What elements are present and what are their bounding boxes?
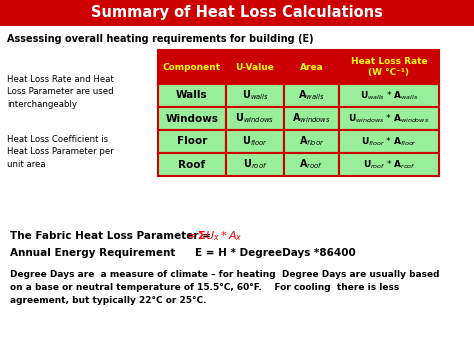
Bar [339, 84, 439, 107]
Text: $\mathbf{A}_{walls}$: $\mathbf{A}_{walls}$ [298, 89, 325, 102]
Text: Heat Loss Coefficient is
Heat Loss Parameter per
unit area: Heat Loss Coefficient is Heat Loss Param… [7, 135, 114, 169]
Bar [0, 0, 474, 26]
Bar [158, 130, 226, 153]
Bar [339, 130, 439, 153]
Bar [158, 50, 226, 84]
Text: Heat Loss Rate and Heat
Loss Parameter are used
interchangeably: Heat Loss Rate and Heat Loss Parameter a… [7, 75, 114, 109]
Text: Windows: Windows [165, 114, 219, 124]
Bar [158, 153, 226, 176]
Text: $\mathbf{U}_{windows}$: $\mathbf{U}_{windows}$ [236, 111, 274, 125]
Bar [339, 107, 439, 130]
Bar [284, 107, 339, 130]
Text: $\mathbf{U}_{floor}$: $\mathbf{U}_{floor}$ [242, 135, 268, 148]
Text: $\mathbf{U}_{roof}$: $\mathbf{U}_{roof}$ [243, 158, 267, 171]
Text: Floor: Floor [177, 137, 207, 147]
Bar [226, 50, 284, 84]
Text: $\mathbf{U}_{floor}$ * $\mathbf{A}_{floor}$: $\mathbf{U}_{floor}$ * $\mathbf{A}_{floo… [361, 135, 417, 148]
Bar [284, 153, 339, 176]
Bar [158, 107, 226, 130]
Text: $\mathbf{A}_{windows}$: $\mathbf{A}_{windows}$ [292, 111, 331, 125]
Text: Annual Energy Requirement: Annual Energy Requirement [10, 248, 175, 258]
Text: Heat Loss Rate
(W °C⁻¹): Heat Loss Rate (W °C⁻¹) [351, 57, 428, 77]
Text: $\mathbf{U}_{walls}$ * $\mathbf{A}_{walls}$: $\mathbf{U}_{walls}$ * $\mathbf{A}_{wall… [360, 89, 418, 102]
Text: $= \mathbf{\Sigma} U_x * A_x$: $= \mathbf{\Sigma} U_x * A_x$ [184, 229, 243, 243]
Text: Roof: Roof [178, 159, 206, 169]
Bar [284, 84, 339, 107]
Text: Summary of Heat Loss Calculations: Summary of Heat Loss Calculations [91, 5, 383, 21]
Text: $\mathbf{A}_{roof}$: $\mathbf{A}_{roof}$ [300, 158, 324, 171]
Text: $\mathbf{U}_{roof}$ * $\mathbf{A}_{roof}$: $\mathbf{U}_{roof}$ * $\mathbf{A}_{roof}… [363, 158, 415, 171]
Bar [158, 84, 226, 107]
Text: The Fabric Heat Loss Parameter =: The Fabric Heat Loss Parameter = [10, 231, 215, 241]
Bar [226, 84, 284, 107]
Text: $\mathbf{U}_{windows}$ * $\mathbf{A}_{windows}$: $\mathbf{U}_{windows}$ * $\mathbf{A}_{wi… [348, 112, 429, 125]
Text: Assessing overall heating requirements for building (E): Assessing overall heating requirements f… [7, 34, 314, 44]
Bar [339, 50, 439, 84]
Text: Walls: Walls [176, 91, 208, 100]
Bar [226, 153, 284, 176]
Bar [339, 153, 439, 176]
Text: Component: Component [163, 62, 221, 71]
Text: $\mathbf{U}_{walls}$: $\mathbf{U}_{walls}$ [242, 89, 268, 102]
Text: Degree Days are  a measure of climate – for heating  Degree Days are usually bas: Degree Days are a measure of climate – f… [10, 270, 439, 305]
Bar [284, 50, 339, 84]
Bar [226, 130, 284, 153]
Text: $\mathbf{A}_{floor}$: $\mathbf{A}_{floor}$ [299, 135, 324, 148]
Bar [226, 107, 284, 130]
Text: E = H * DegreeDays *86400: E = H * DegreeDays *86400 [195, 248, 356, 258]
Text: Area: Area [300, 62, 323, 71]
Text: U-Value: U-Value [236, 62, 274, 71]
Bar [284, 130, 339, 153]
